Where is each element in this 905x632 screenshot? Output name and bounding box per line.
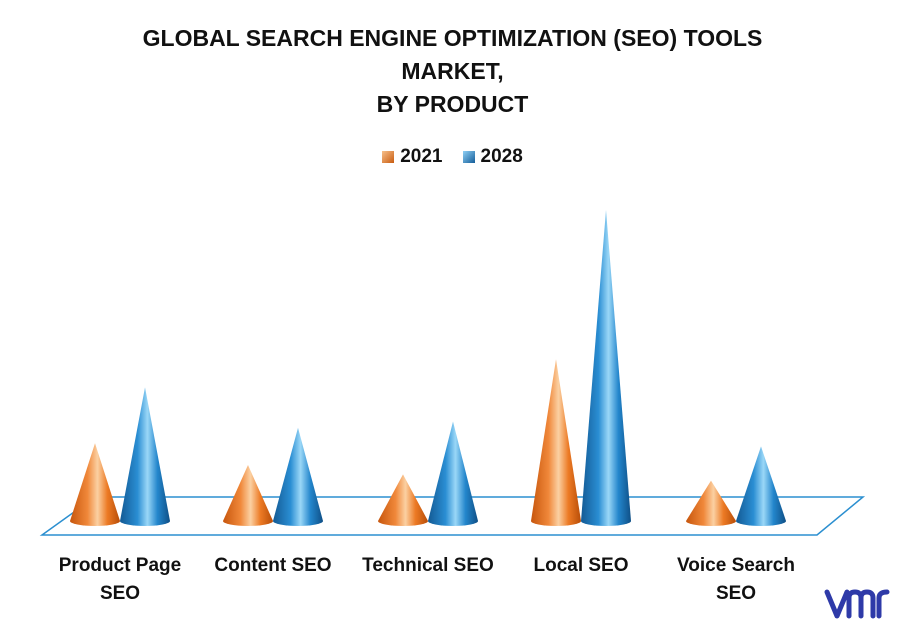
legend-label-2028: 2028 xyxy=(480,146,523,167)
cone-group xyxy=(70,210,786,526)
category-label-3: Local SEO xyxy=(506,552,656,580)
cone-2021-1 xyxy=(223,465,273,526)
category-label-2: Technical SEO xyxy=(353,552,503,580)
category-label-4-line-1: SEO xyxy=(715,583,757,604)
category-label-1-line-0: Content SEO xyxy=(214,555,332,576)
category-label-2-line-0: Technical SEO xyxy=(362,555,494,576)
category-label-0-line-0: Product Page xyxy=(58,555,182,576)
legend: 2021 2028 xyxy=(0,146,905,168)
vmr-logo xyxy=(824,589,890,619)
cone-2021-3 xyxy=(531,359,581,526)
cone-2028-1 xyxy=(273,427,323,526)
chart-title-line-1: GLOBAL SEARCH ENGINE OPTIMIZATION (SEO) … xyxy=(142,25,763,51)
category-label-1: Content SEO xyxy=(198,552,348,580)
cone-2028-2 xyxy=(428,421,478,526)
category-label-0: Product Page SEO xyxy=(45,552,195,608)
legend-item-2021: 2021 xyxy=(382,146,443,168)
category-label-4: Voice Search SEO xyxy=(661,552,811,608)
cone-2028-4 xyxy=(736,446,786,526)
cone-2028-0 xyxy=(120,387,170,526)
category-label-0-line-1: SEO xyxy=(99,583,141,604)
cone-2021-2 xyxy=(378,474,428,526)
category-label-4-line-0: Voice Search xyxy=(677,555,795,576)
legend-item-2028: 2028 xyxy=(462,146,523,168)
legend-swatch-2021 xyxy=(382,151,395,163)
chart-title: GLOBAL SEARCH ENGINE OPTIMIZATION (SEO) … xyxy=(0,22,905,121)
chart-title-line-3: BY PRODUCT xyxy=(376,91,529,117)
cone-2021-0 xyxy=(70,443,120,526)
category-label-3-line-0: Local SEO xyxy=(533,555,629,576)
chart-title-line-2: MARKET, xyxy=(401,58,504,84)
legend-label-2021: 2021 xyxy=(400,146,443,167)
cone-2021-4 xyxy=(686,480,736,526)
cone-2028-3 xyxy=(581,210,631,526)
legend-swatch-2028 xyxy=(462,151,475,163)
